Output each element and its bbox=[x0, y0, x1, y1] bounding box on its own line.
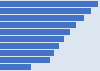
Bar bbox=[0, 43, 59, 49]
Bar bbox=[0, 36, 64, 42]
Bar bbox=[0, 64, 31, 70]
Bar bbox=[0, 0, 98, 7]
Bar bbox=[0, 15, 84, 21]
Bar bbox=[0, 29, 70, 35]
Bar bbox=[0, 57, 50, 63]
Bar bbox=[0, 8, 91, 14]
Bar bbox=[0, 22, 76, 28]
Bar bbox=[0, 50, 54, 56]
